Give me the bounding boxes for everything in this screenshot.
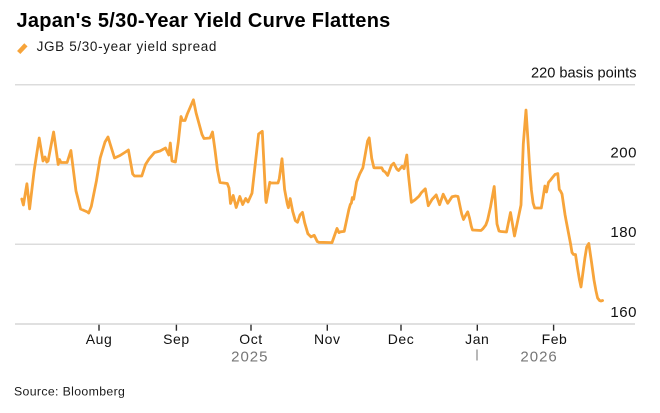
svg-text:Dec: Dec: [388, 331, 415, 347]
svg-text:Feb: Feb: [542, 331, 568, 347]
svg-text:Japan's 5/30-Year Yield Curve: Japan's 5/30-Year Yield Curve Flattens: [17, 10, 391, 32]
svg-text:180: 180: [610, 224, 637, 241]
svg-text:Source: Bloomberg: Source: Bloomberg: [14, 385, 125, 399]
svg-text:2026: 2026: [520, 348, 557, 365]
svg-text:Nov: Nov: [314, 331, 341, 347]
svg-text:160: 160: [610, 304, 637, 321]
svg-text:2025: 2025: [231, 348, 268, 365]
svg-text:Aug: Aug: [86, 331, 113, 347]
svg-text:Jan: Jan: [465, 331, 489, 347]
svg-text:220 basis points: 220 basis points: [531, 66, 636, 82]
svg-text:JGB 5/30-year yield spread: JGB 5/30-year yield spread: [37, 39, 217, 54]
svg-text:Oct: Oct: [239, 331, 262, 347]
svg-text:200: 200: [610, 145, 637, 162]
svg-text:Sep: Sep: [163, 331, 190, 347]
